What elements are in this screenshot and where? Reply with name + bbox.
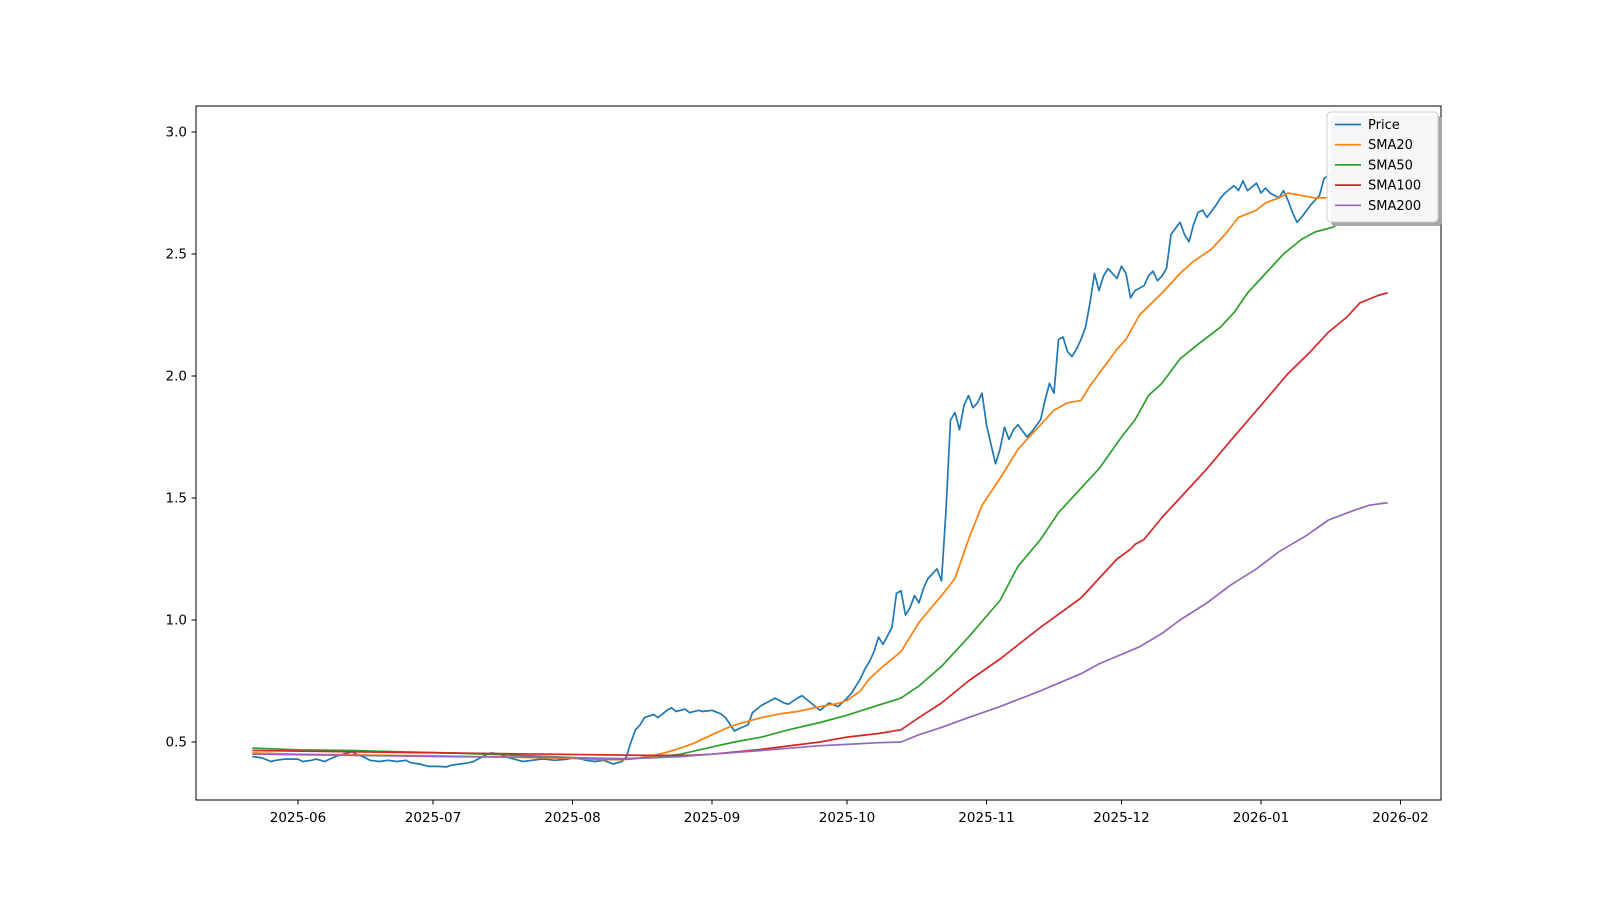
y-tick-label: 2.0	[166, 369, 187, 385]
x-tick-label: 2025-09	[684, 810, 740, 826]
axes-spines	[195, 105, 1442, 801]
y-tick-label: 1.5	[166, 491, 187, 507]
legend-entry-sma200: SMA200	[1335, 199, 1421, 214]
plot-area	[252, 133, 1388, 768]
x-tick-label: 2025-11	[958, 810, 1014, 826]
x-tick-label: 2026-02	[1372, 810, 1428, 826]
legend: Price SMA20 SMA50 SMA100 SMA200	[1326, 111, 1442, 226]
legend-label: SMA50	[1368, 158, 1413, 173]
x-tick-label: 2025-12	[1093, 810, 1149, 826]
series-line-price	[252, 133, 1388, 768]
y-tick-label: 1.0	[166, 613, 187, 629]
legend-entry-sma100: SMA100	[1335, 179, 1421, 194]
legend-entry-sma50: SMA50	[1335, 158, 1413, 173]
legend-label: Price	[1368, 118, 1400, 133]
x-tick-label: 2025-07	[405, 810, 461, 826]
legend-label: SMA100	[1368, 179, 1421, 194]
series-line-sma200	[252, 502, 1388, 760]
x-tick-label: 2026-01	[1233, 810, 1289, 826]
x-tick-label: 2025-10	[819, 810, 875, 826]
legend-label: SMA20	[1368, 138, 1413, 153]
x-tick-label: 2025-06	[270, 810, 326, 826]
legend-entry-price: Price	[1335, 118, 1400, 133]
y-tick-label: 2.5	[166, 247, 187, 263]
legend-entry-sma20: SMA20	[1335, 138, 1413, 153]
x-axis: 2025-06 2025-07 2025-08 2025-09 2025-10 2025-…	[270, 800, 1429, 826]
legend-frame	[1326, 111, 1439, 223]
y-axis: 0.5 1.0 1.5 2.0 2.5 3.0	[166, 125, 196, 751]
legend-label: SMA200	[1368, 199, 1421, 214]
x-tick-label: 2025-08	[544, 810, 600, 826]
y-tick-label: 3.0	[166, 125, 187, 141]
y-tick-label: 0.5	[166, 735, 187, 751]
